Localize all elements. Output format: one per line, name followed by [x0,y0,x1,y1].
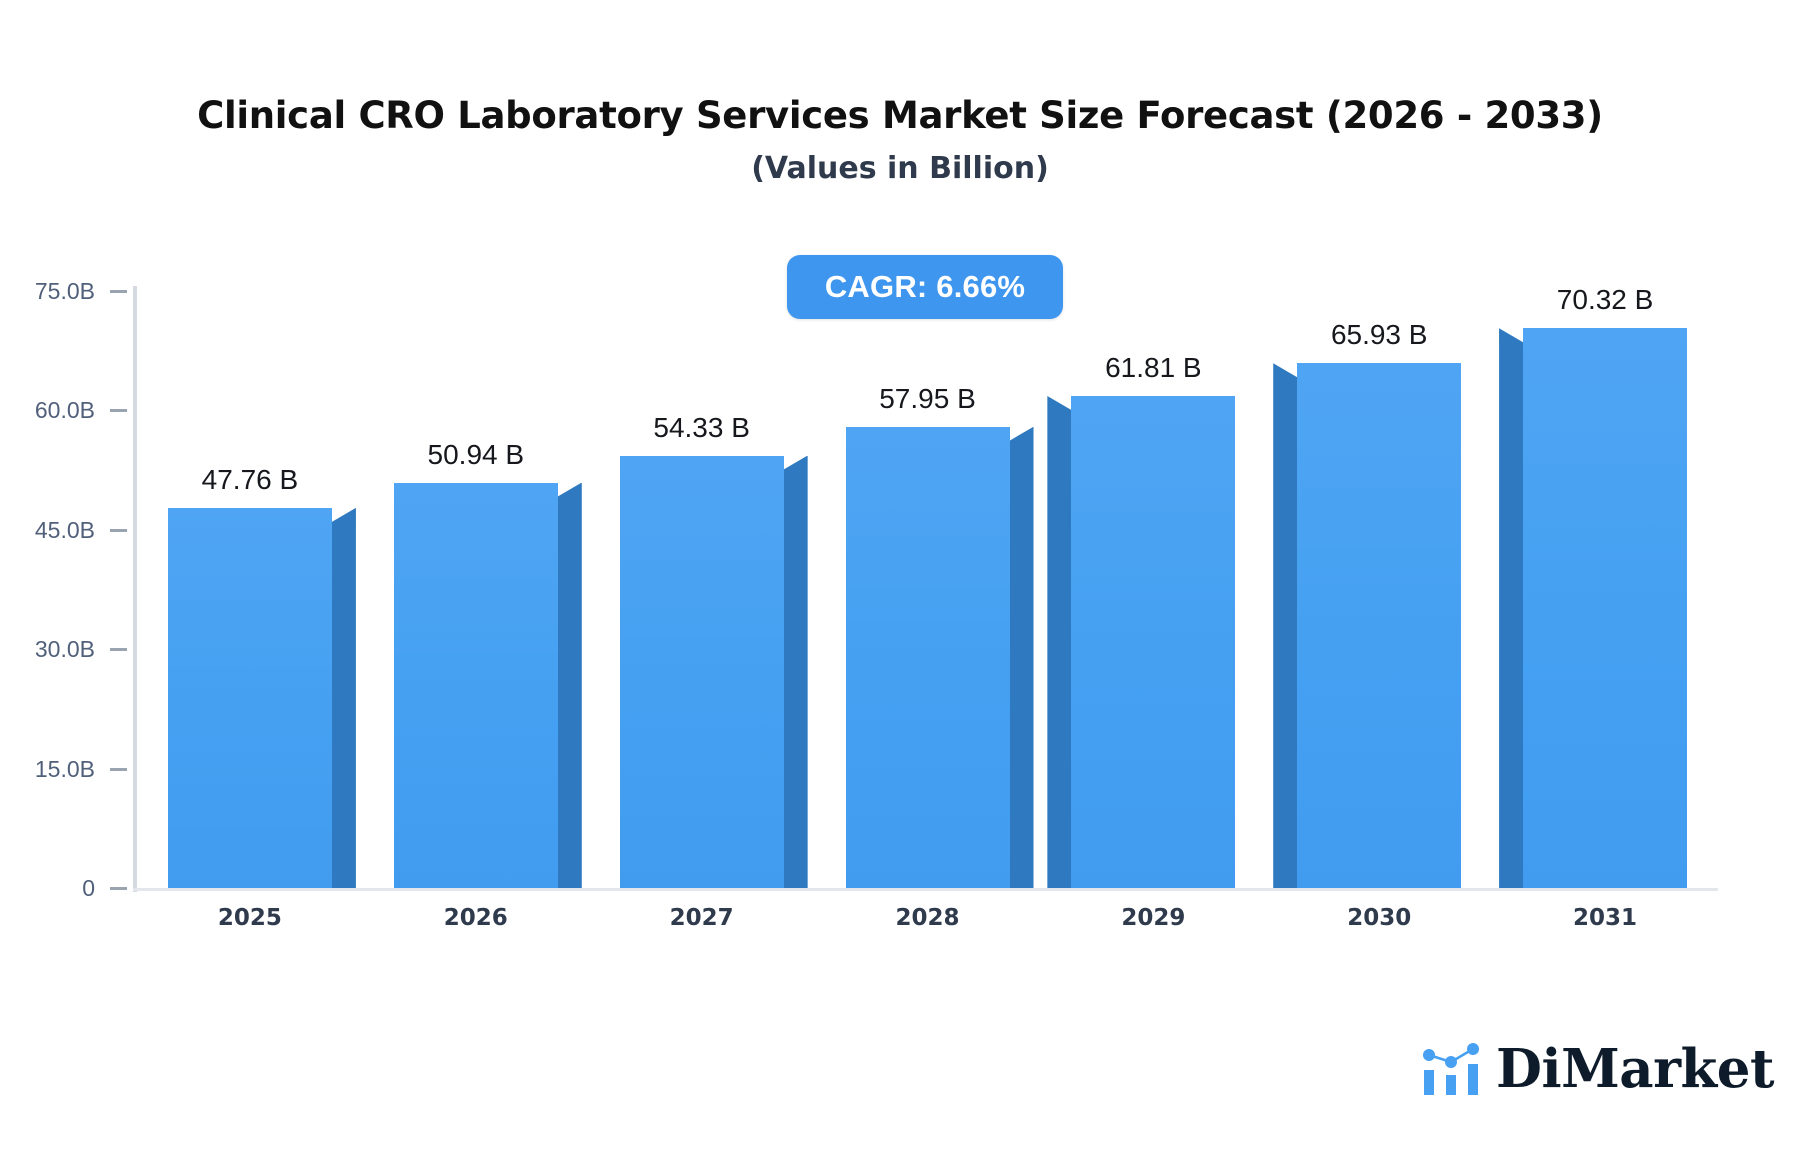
y-axis-tick-label: 30.0B [34,636,95,663]
y-axis-tick-label: 75.0B [34,278,95,304]
bar-side-face [1273,363,1298,888]
brand-logo: DiMarket [1422,1042,1774,1096]
y-axis-tick-label: 0 [82,875,95,901]
bar-2030[interactable]: 65.93 B [1273,319,1462,888]
y-axis-tick-mark [110,528,127,532]
cagr-badge: CAGR: 6.66% [787,255,1063,319]
bar-front-face [1071,395,1236,888]
bar-front-face [1297,363,1462,888]
bar-side-face [1009,426,1034,888]
bar-side-face [557,482,582,888]
bar-front-face [845,426,1010,888]
x-axis-label-2025: 2025 [217,905,282,931]
bar-front-face [1523,328,1688,888]
bar-value-label: 54.33 B [653,411,750,443]
y-axis-tick: 15.0B [0,755,133,782]
x-axis-label-2026: 2026 [443,905,508,931]
bar-side-face [783,455,808,888]
bar-value-label: 65.93 B [1330,319,1428,351]
y-axis-line [133,286,137,892]
x-axis-label-2029: 2029 [1121,905,1186,931]
x-axis-label-2027: 2027 [669,905,734,931]
y-axis-tick-mark [110,409,127,413]
cagr-badge-label: CAGR: 6.66% [824,269,1026,304]
x-axis-label-2028: 2028 [895,905,960,931]
title-block: Clinical CRO Laboratory Services Market … [0,94,1800,186]
bar-side-face [1047,395,1072,888]
y-axis-tick: 45.0B [0,516,133,543]
y-axis-tick-label: 15.0B [34,755,95,782]
x-axis-label-2031: 2031 [1573,905,1638,931]
bar-side-face [1499,328,1524,888]
y-axis-tick: 30.0B [0,636,133,663]
y-axis-tick: 75.0B [0,278,133,304]
bar-value-label: 61.81 B [1105,351,1202,383]
bar-value-label: 47.76 B [201,463,299,495]
y-axis-tick-mark [110,767,127,771]
brand-name: DiMarket [1496,1037,1774,1100]
y-axis-tick-mark [110,887,127,890]
bar-2025[interactable]: 47.76 B [167,464,356,888]
bar-front-face [167,507,332,888]
y-axis-tick-mark [110,648,127,652]
bar-value-label: 70.32 B [1556,284,1654,316]
bar-value-label: 50.94 B [427,438,525,470]
bar-front-face [619,455,784,888]
y-axis-tick: 60.0B [0,397,133,424]
page-title: Clinical CRO Laboratory Services Market … [197,94,1603,137]
x-axis-label-2030: 2030 [1347,905,1412,931]
bar-2029[interactable]: 61.81 B [1047,352,1236,888]
bar-2027[interactable]: 54.33 B [619,412,808,888]
y-axis-tick-label: 45.0B [34,516,95,543]
bar-front-face [393,482,558,888]
y-axis-tick: 0 [0,875,133,901]
bar-value-label: 57.95 B [879,382,976,414]
bar-side-face [331,507,356,888]
bar-2028[interactable]: 57.95 B [845,383,1034,888]
y-axis-tick-label: 60.0B [34,397,95,424]
x-axis-line [133,888,1718,891]
bar-2031[interactable]: 70.32 B [1499,284,1688,888]
bar-chart-logo-icon [1422,1042,1480,1096]
page-subtitle: (Values in Billion) [751,150,1049,186]
bar-2026[interactable]: 50.94 B [393,439,582,888]
y-axis-tick-mark [110,290,127,293]
